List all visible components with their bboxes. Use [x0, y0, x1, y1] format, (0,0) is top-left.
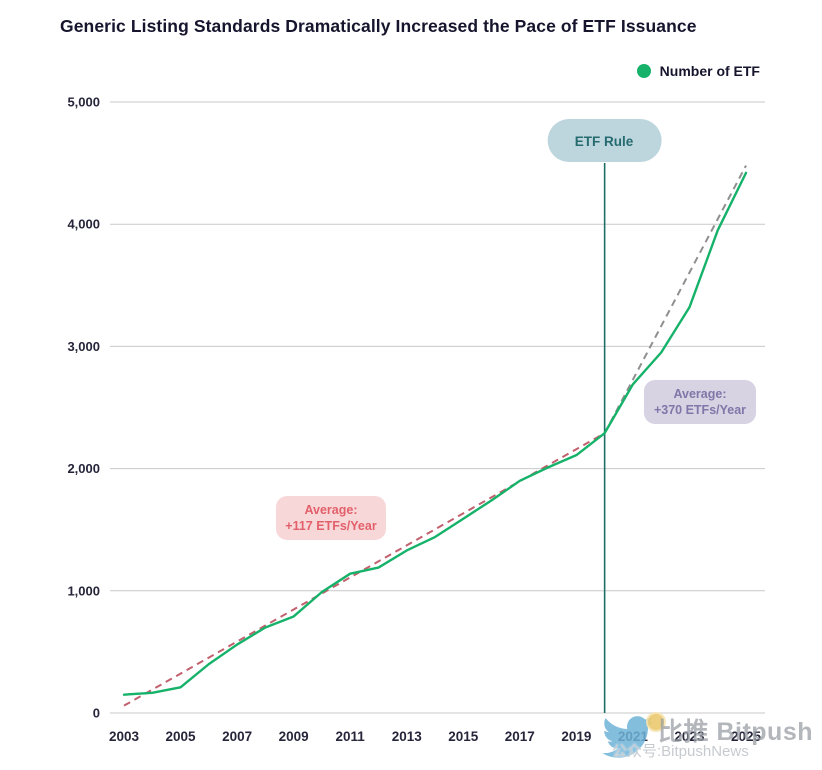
- chart-legend: Number of ETF: [636, 63, 760, 79]
- etf-rule-badge: ETF Rule: [547, 119, 662, 162]
- trend-line: [603, 165, 747, 434]
- avg-370-badge: Average: +370 ETFs/Year: [644, 380, 756, 424]
- x-axis-tick-labels: 2003 2005 2007 2009 2011 2013 2015 2017 2019 2021…: [109, 729, 762, 744]
- avg-370-badge-line1: Average:: [673, 387, 726, 401]
- x-tick-label: 2003: [109, 729, 140, 744]
- x-tick-label: 2025: [731, 729, 762, 744]
- y-tick-label: 4,000: [67, 217, 100, 232]
- y-tick-label: 3,000: [67, 339, 100, 354]
- avg-117-badge: Average: +117 ETFs/Year: [276, 496, 386, 540]
- x-tick-label: 2007: [222, 729, 252, 744]
- y-tick-label: 0: [93, 706, 100, 721]
- legend-series-label: Number of ETF: [659, 63, 760, 79]
- x-tick-label: 2005: [166, 729, 197, 744]
- avg-370-badge-line2: +370 ETFs/Year: [654, 403, 746, 417]
- x-tick-label: 2019: [561, 729, 591, 744]
- avg-117-badge-line1: Average:: [304, 503, 357, 517]
- x-tick-label: 2009: [279, 729, 309, 744]
- x-tick-label: 2011: [336, 729, 366, 744]
- avg-370-badge-bg: [644, 380, 756, 424]
- x-tick-label: 2013: [392, 729, 423, 744]
- y-tick-label: 2,000: [67, 461, 100, 476]
- etf-rule-badge-bg: [547, 119, 662, 162]
- gridlines: [110, 101, 765, 714]
- y-axis-tick-labels: 0 1,000 2,000 3,000 4,000 5,000: [67, 95, 100, 721]
- y-tick-label: 5,000: [67, 95, 100, 110]
- avg-117-badge-line2: +117 ETFs/Year: [285, 519, 377, 533]
- trend-lines: [123, 165, 747, 707]
- x-tick-label: 2017: [505, 729, 535, 744]
- etf-rule-badge-label: ETF Rule: [575, 134, 634, 149]
- series-line: [122, 171, 748, 696]
- legend-series-dot-icon: [636, 64, 651, 78]
- x-tick-label: 2015: [448, 729, 479, 744]
- y-tick-label: 1,000: [67, 583, 100, 598]
- avg-117-badge-bg: [276, 496, 386, 540]
- x-tick-label: 2021: [618, 729, 649, 744]
- x-tick-label: 2023: [674, 729, 705, 744]
- chart-title: Generic Listing Standards Dramatically I…: [60, 16, 697, 36]
- number-of-etf-line: [122, 171, 748, 696]
